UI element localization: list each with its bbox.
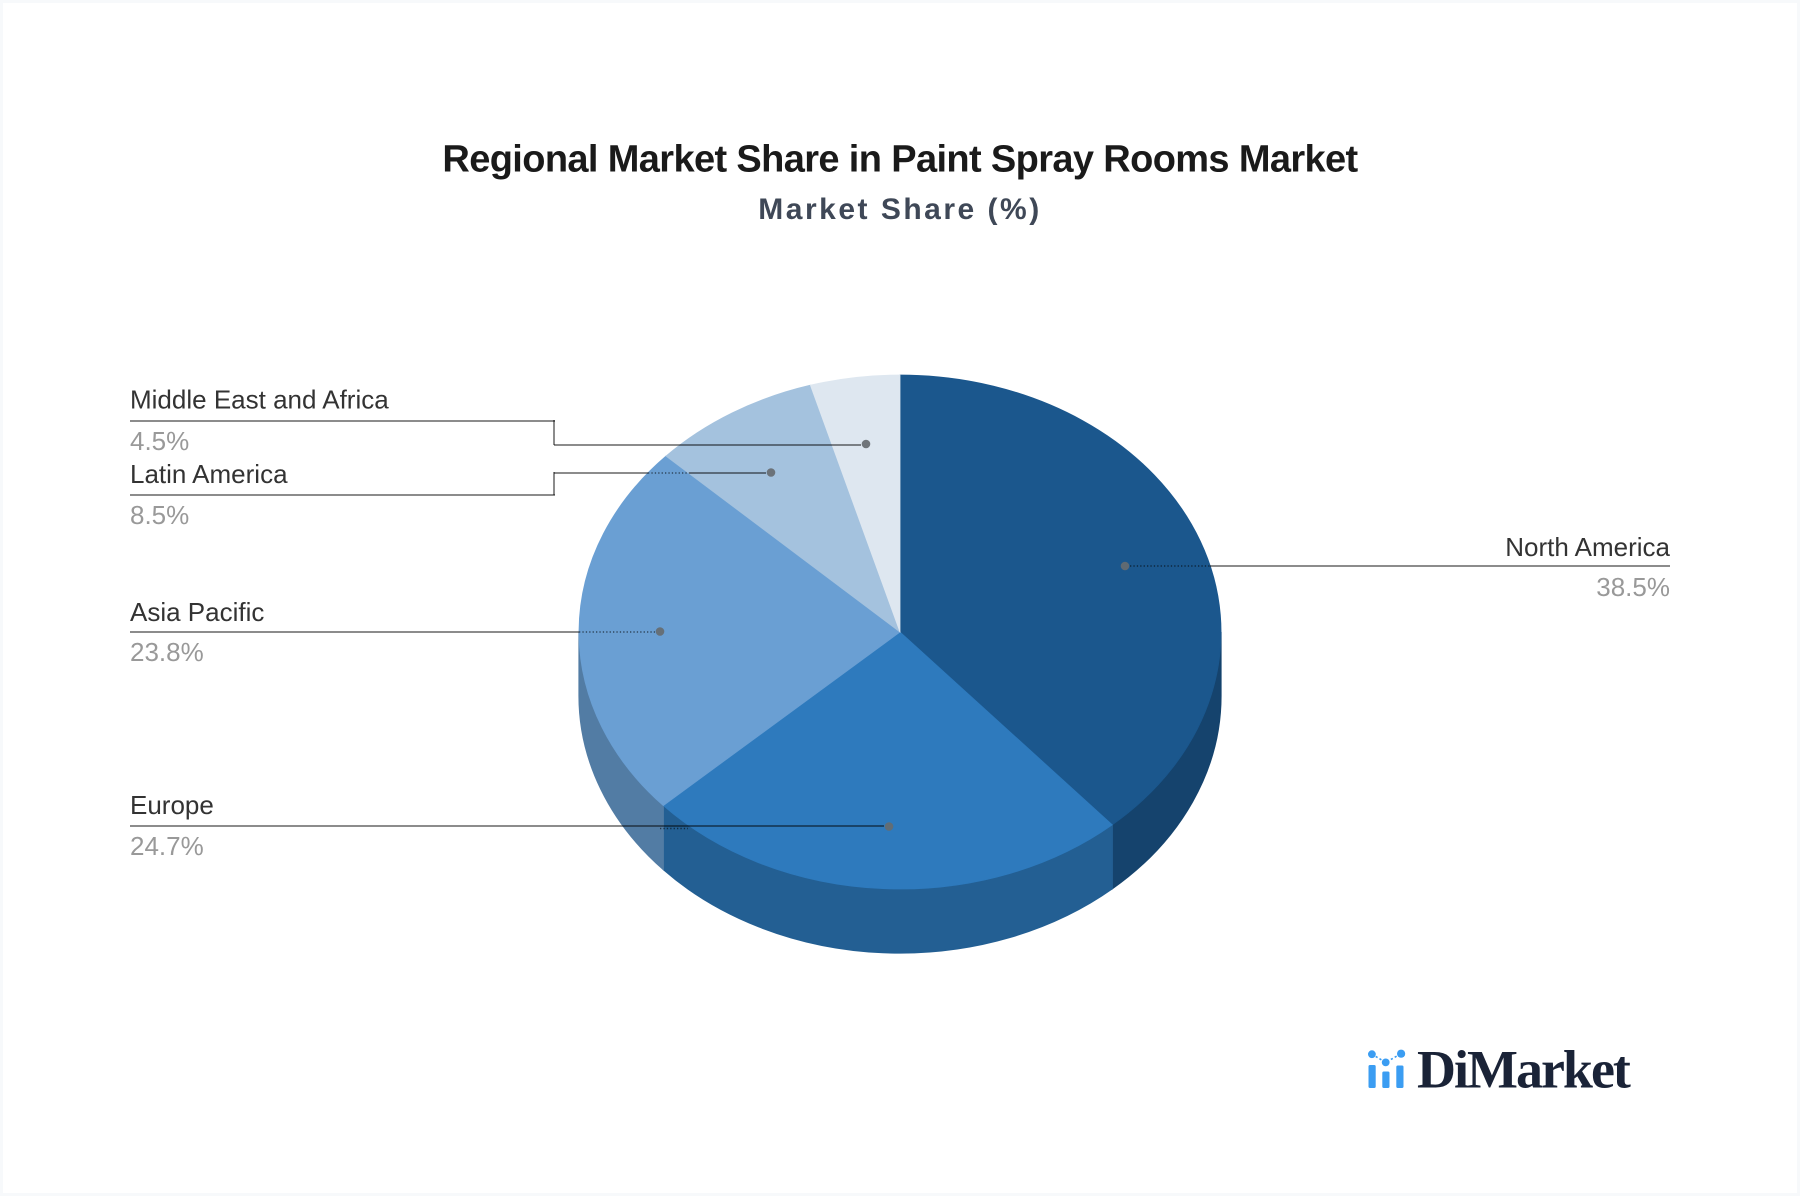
svg-text:Regional Market Share in Paint: Regional Market Share in Paint Spray Roo… bbox=[442, 139, 1358, 181]
svg-text:Market Share (%): Market Share (%) bbox=[758, 193, 1041, 226]
svg-text:North America: North America bbox=[1505, 532, 1670, 562]
svg-text:24.7%: 24.7% bbox=[130, 831, 204, 861]
svg-text:23.8%: 23.8% bbox=[130, 637, 204, 667]
svg-text:Europe: Europe bbox=[130, 790, 214, 820]
svg-text:Middle East and Africa: Middle East and Africa bbox=[130, 385, 389, 415]
svg-text:4.5%: 4.5% bbox=[130, 426, 189, 456]
svg-text:Latin America: Latin America bbox=[130, 459, 288, 489]
svg-text:8.5%: 8.5% bbox=[130, 500, 189, 530]
svg-text:DiMarket: DiMarket bbox=[1417, 1040, 1631, 1100]
svg-text:Asia Pacific: Asia Pacific bbox=[130, 597, 264, 627]
svg-text:38.5%: 38.5% bbox=[1596, 572, 1670, 602]
